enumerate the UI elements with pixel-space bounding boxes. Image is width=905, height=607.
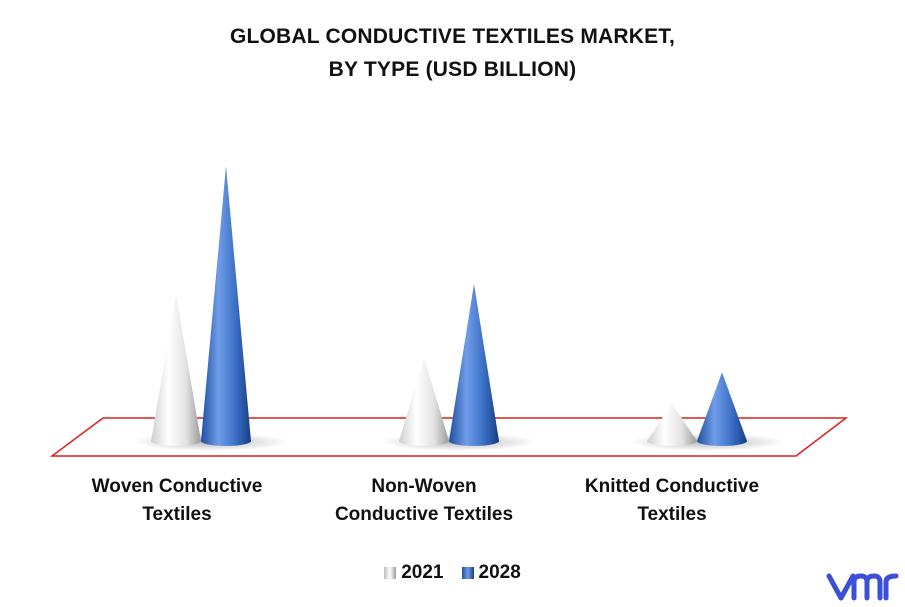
chart-title-line-2: BY TYPE (USD BILLION) bbox=[328, 58, 577, 81]
chart-marks bbox=[151, 166, 747, 446]
cone-body-woven-2028 bbox=[201, 166, 251, 446]
legend-label-2021: 2021 bbox=[401, 562, 444, 583]
cone-knitted-2021 bbox=[647, 403, 697, 446]
cone-body-knitted-2028 bbox=[697, 372, 747, 446]
cone-non-woven-2028 bbox=[449, 283, 499, 446]
cone-woven-2028 bbox=[201, 166, 251, 446]
cone-body-non-woven-2028 bbox=[449, 283, 499, 446]
cone-non-woven-2021 bbox=[399, 357, 449, 446]
category-label-non-woven-line-1: Non-Woven bbox=[371, 476, 477, 497]
category-label-woven: Woven Conductive Textiles bbox=[52, 473, 302, 529]
legend-swatch-2028 bbox=[461, 567, 474, 579]
legend-item-2021[interactable]: 2021 bbox=[384, 562, 444, 584]
category-label-woven-line-1: Woven Conductive bbox=[91, 476, 263, 497]
legend-label-2028: 2028 bbox=[478, 562, 521, 583]
chart-legend: 2021 2028 bbox=[0, 562, 905, 584]
legend-item-2028[interactable]: 2028 bbox=[461, 562, 521, 584]
category-label-non-woven-line-2: Conductive Textiles bbox=[334, 504, 514, 525]
chart-title: GLOBAL CONDUCTIVE TEXTILES MARKET, BY TY… bbox=[0, 20, 905, 86]
cone-body-woven-2021 bbox=[151, 293, 201, 446]
cone-body-non-woven-2021 bbox=[399, 357, 449, 446]
legend-swatch-2021 bbox=[384, 567, 397, 579]
category-label-knitted-line-2: Textiles bbox=[637, 504, 707, 525]
chart-title-line-1: GLOBAL CONDUCTIVE TEXTILES MARKET, bbox=[229, 25, 676, 48]
vmr-logo bbox=[826, 573, 899, 601]
cone-body-knitted-2021 bbox=[647, 403, 697, 446]
category-label-knitted-line-1: Knitted Conductive bbox=[584, 476, 760, 497]
category-label-non-woven: Non-Woven Conductive Textiles bbox=[299, 473, 549, 529]
cone-knitted-2028 bbox=[697, 372, 747, 446]
category-label-knitted: Knitted Conductive Textiles bbox=[547, 473, 797, 529]
category-label-woven-line-2: Textiles bbox=[142, 504, 212, 525]
cone-woven-2021 bbox=[151, 293, 201, 446]
